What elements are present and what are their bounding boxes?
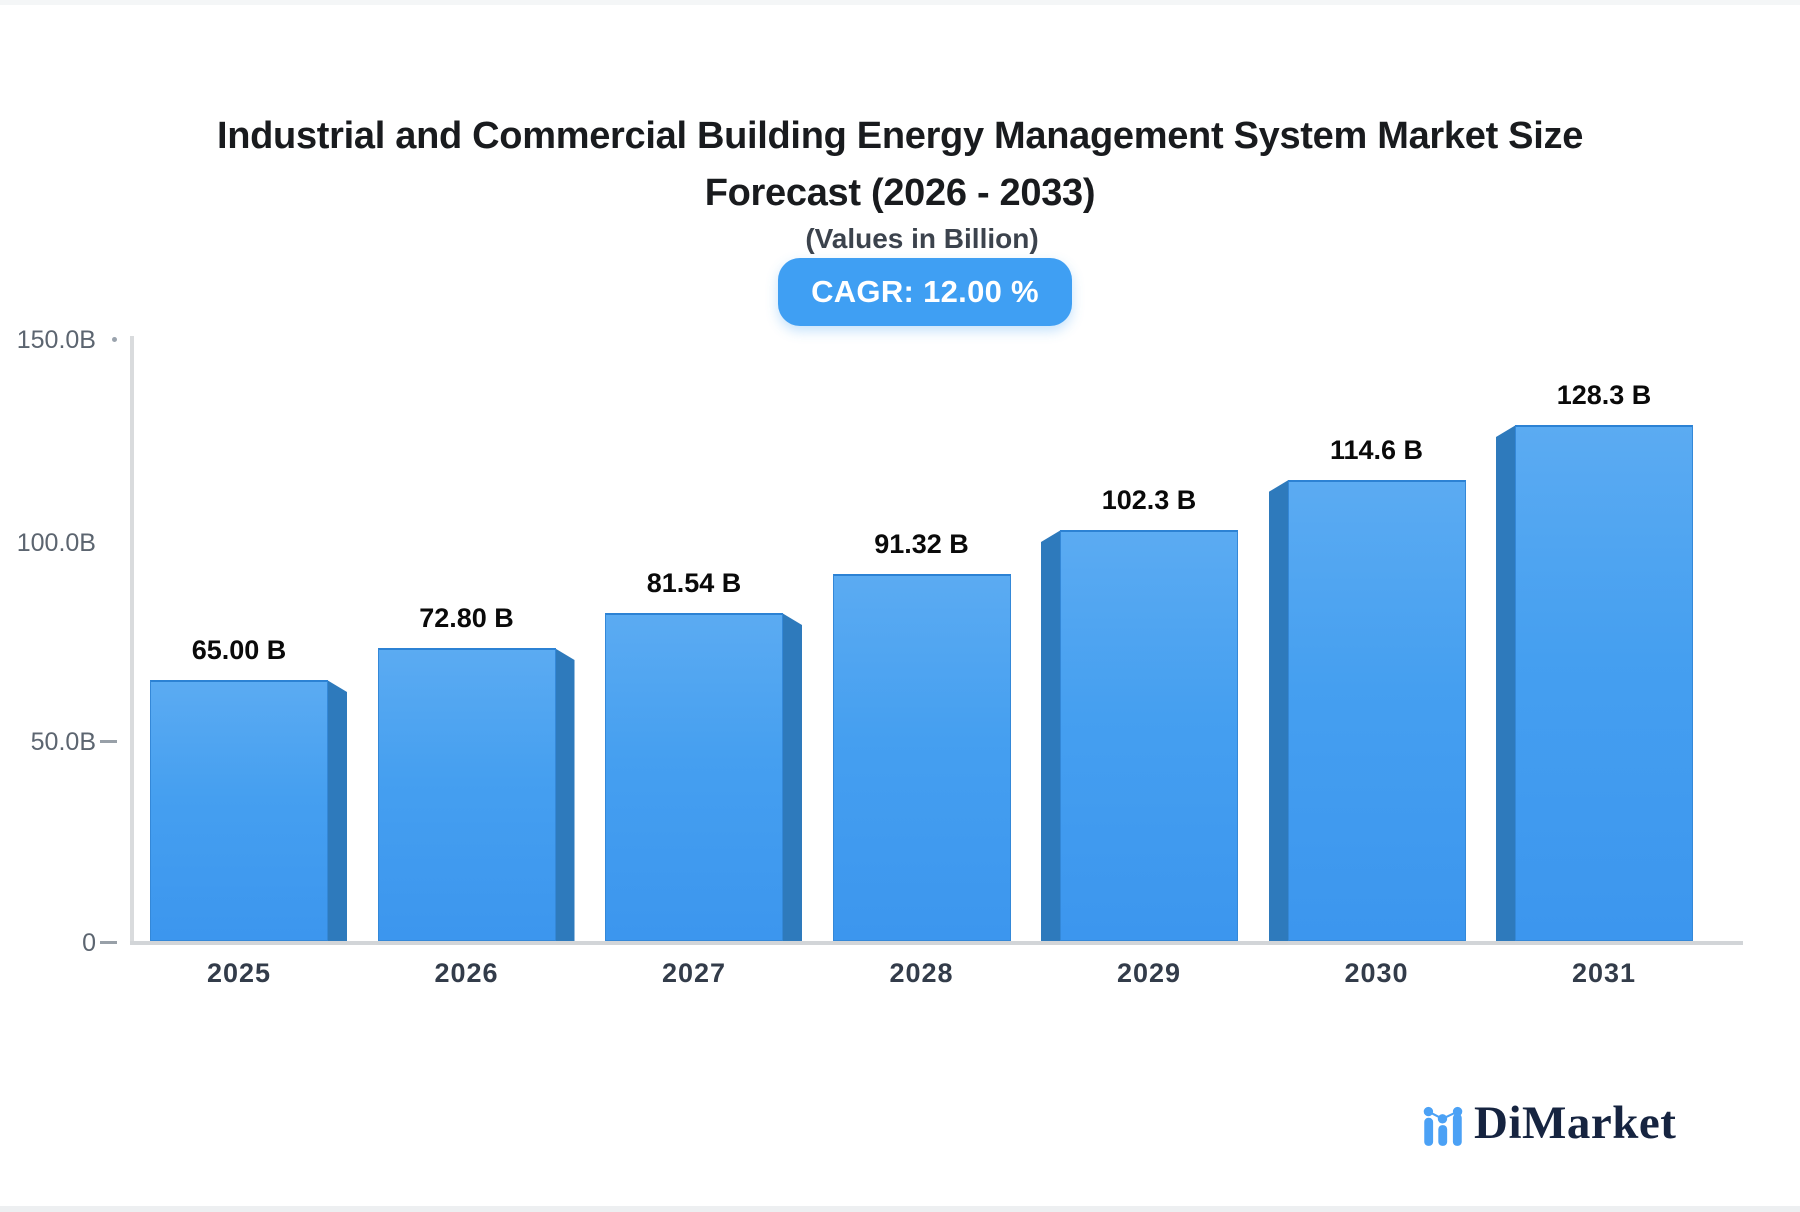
bar-value-label: 81.54 B bbox=[646, 568, 742, 598]
x-axis-baseline bbox=[130, 941, 1743, 945]
watermark-logo: DiMarket bbox=[1422, 1096, 1676, 1150]
bar-value-label: 102.3 B bbox=[1101, 485, 1197, 515]
y-axis-line bbox=[130, 336, 134, 945]
chart-subtitle: (Values in Billion) bbox=[805, 223, 1039, 254]
bar-2031 bbox=[1515, 425, 1693, 941]
x-axis-label-2025: 2025 bbox=[206, 958, 272, 988]
bar-value-label: 114.6 B bbox=[1329, 435, 1424, 465]
y-tick-mark-0 bbox=[100, 941, 117, 944]
bar-value-label: 91.32 B bbox=[874, 529, 969, 559]
x-axis-label-2028: 2028 bbox=[889, 958, 954, 988]
cagr-badge-label: CAGR: 12.00 % bbox=[811, 274, 1039, 309]
page-bottom-edge bbox=[0, 1206, 1800, 1212]
bar-value-label: 65.00 B bbox=[191, 635, 287, 665]
x-axis-label-2026: 2026 bbox=[434, 958, 499, 988]
bar-value-label: 128.3 B bbox=[1556, 380, 1652, 410]
x-axis-label-2030: 2030 bbox=[1344, 958, 1409, 988]
bar-3d-side bbox=[1268, 480, 1289, 941]
x-axis-label-2027: 2027 bbox=[661, 958, 727, 988]
y-tick-label-150: 150.0B bbox=[16, 326, 96, 354]
bar-2026 bbox=[377, 648, 556, 941]
y-tick-mark-150 bbox=[112, 337, 117, 342]
bar-3d-side bbox=[554, 648, 575, 941]
bar-3d-side bbox=[327, 680, 347, 941]
chart-title: Industrial and Commercial Building Energ… bbox=[0, 108, 1800, 222]
y-tick-label-50: 50.0B bbox=[30, 728, 96, 756]
chart-title-line1: Industrial and Commercial Building Energ… bbox=[216, 115, 1584, 157]
bar-2027 bbox=[605, 613, 783, 941]
cagr-badge: CAGR: 12.00 % bbox=[778, 258, 1072, 326]
x-axis-label-2031: 2031 bbox=[1571, 958, 1637, 988]
x-axis-label-2029: 2029 bbox=[1116, 958, 1182, 988]
y-tick-label-100: 100.0B bbox=[16, 529, 96, 557]
bar-3d-side bbox=[782, 613, 802, 941]
page-top-edge bbox=[0, 0, 1800, 5]
bar-2030 bbox=[1287, 480, 1466, 941]
dimarket-bars-icon bbox=[1423, 1106, 1463, 1146]
bar-2028 bbox=[832, 574, 1011, 941]
y-tick-mark-50 bbox=[100, 740, 117, 743]
bar-3d-side bbox=[1496, 425, 1516, 941]
bar-2029 bbox=[1060, 530, 1238, 941]
chart-title-line2: Forecast (2026 - 2033) bbox=[704, 172, 1096, 214]
bar-value-label: 72.80 B bbox=[419, 603, 514, 633]
watermark-text: DiMarket bbox=[1474, 1097, 1677, 1149]
bar-2025 bbox=[150, 680, 328, 941]
bar-3d-side bbox=[1041, 530, 1061, 941]
y-tick-label-0: 0 bbox=[82, 929, 96, 957]
